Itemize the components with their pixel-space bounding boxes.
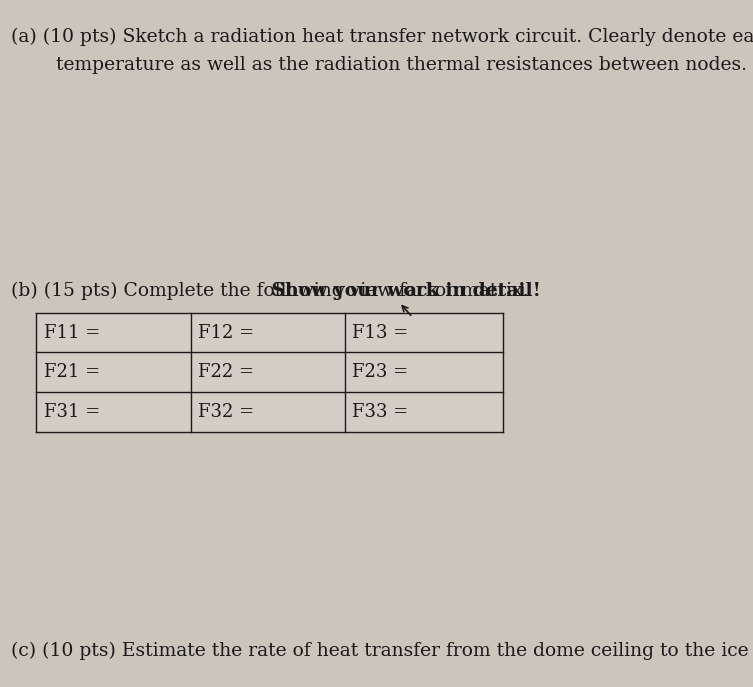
Text: F23 =: F23 = <box>352 363 409 381</box>
Text: F31 =: F31 = <box>44 403 100 421</box>
Text: F13 =: F13 = <box>352 324 409 341</box>
Text: (a) (10 pts) Sketch a radiation heat transfer network circuit. Clearly denote ea: (a) (10 pts) Sketch a radiation heat tra… <box>11 27 753 46</box>
Text: F32 =: F32 = <box>198 403 255 421</box>
Text: F21 =: F21 = <box>44 363 100 381</box>
Text: (b) (15 pts) Complete the following view factor matrix.: (b) (15 pts) Complete the following view… <box>11 282 528 300</box>
Text: F33 =: F33 = <box>352 403 409 421</box>
Text: temperature as well as the radiation thermal resistances between nodes.: temperature as well as the radiation the… <box>56 56 748 74</box>
Text: F11 =: F11 = <box>44 324 100 341</box>
Text: (c) (10 pts) Estimate the rate of heat transfer from the dome ceiling to the ice: (c) (10 pts) Estimate the rate of heat t… <box>11 641 753 660</box>
Text: F22 =: F22 = <box>198 363 254 381</box>
Text: F12 =: F12 = <box>198 324 255 341</box>
Text: Show your work in detail!: Show your work in detail! <box>265 282 541 300</box>
